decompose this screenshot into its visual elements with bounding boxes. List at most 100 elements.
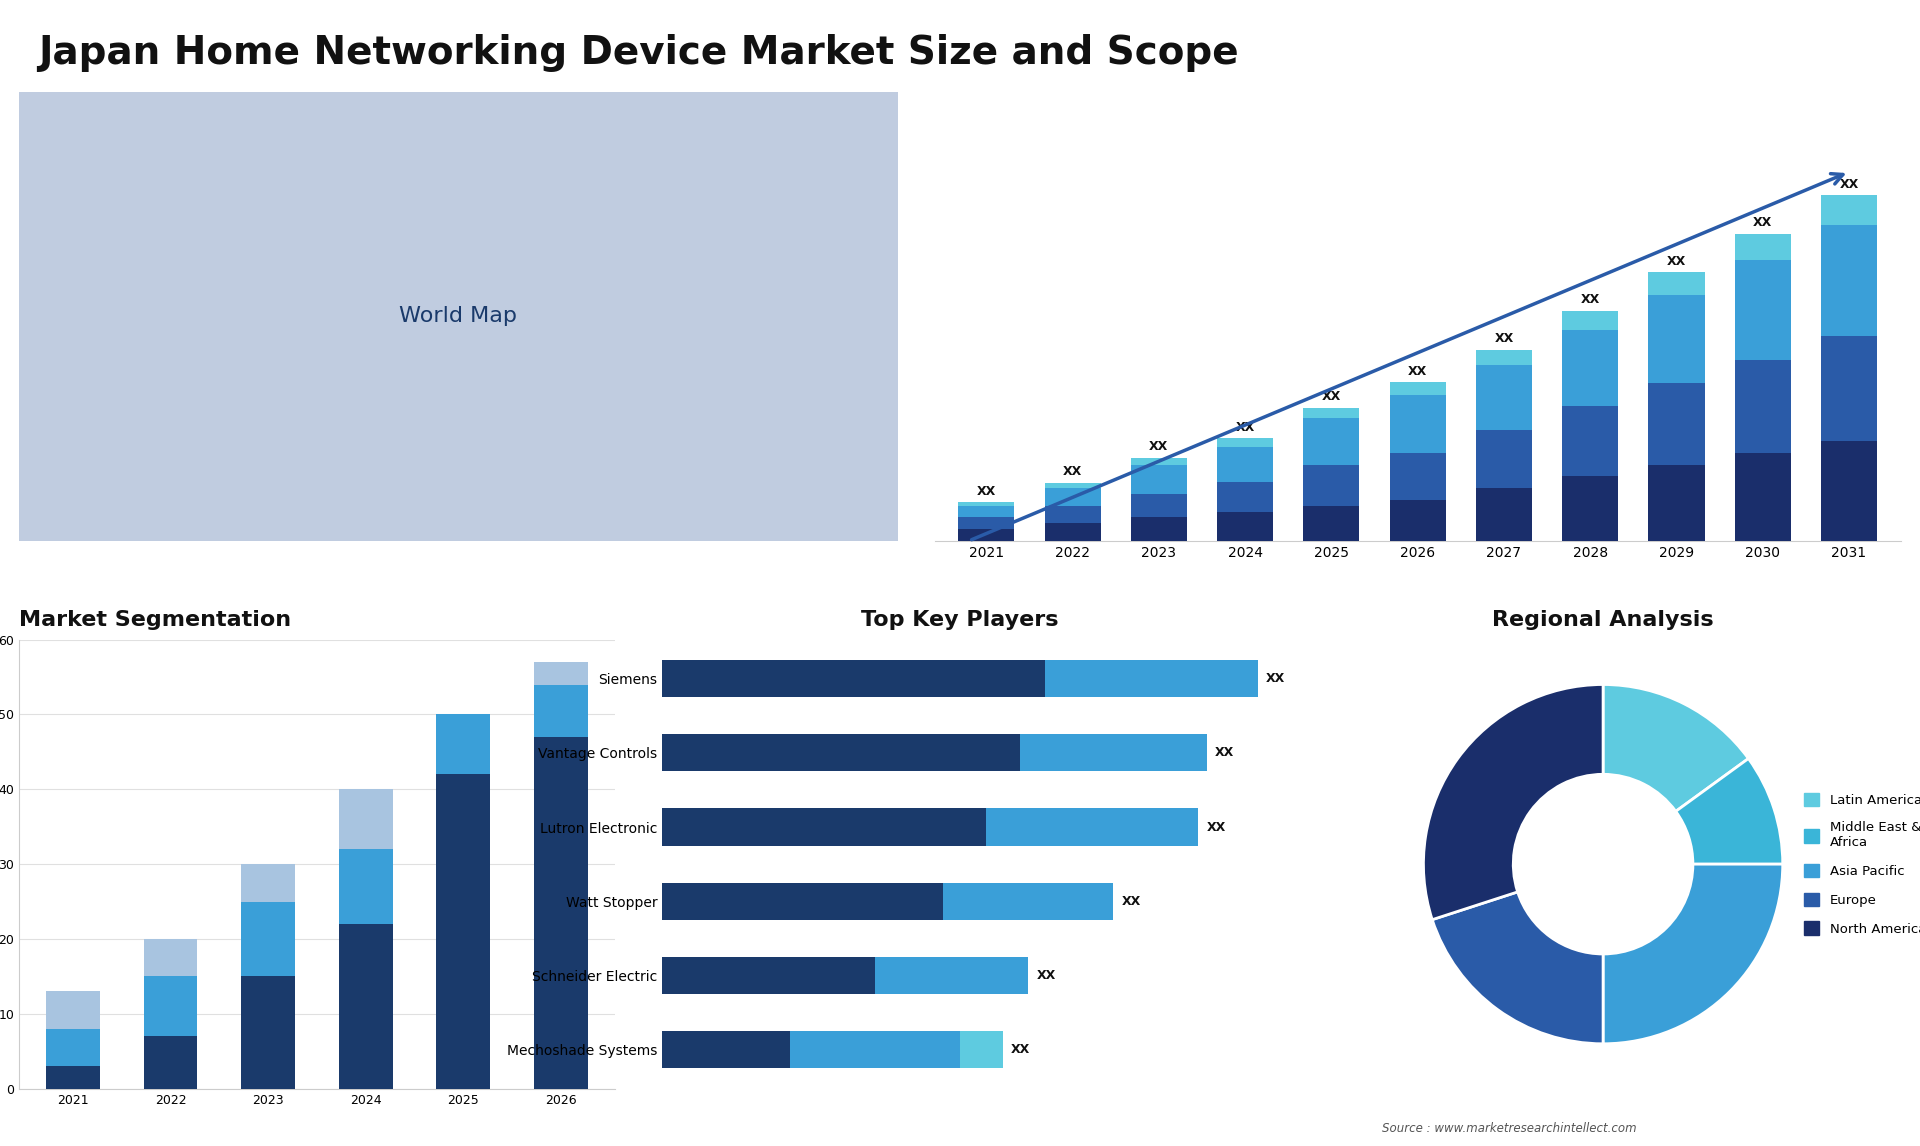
Bar	[662, 660, 1044, 697]
Bar	[1044, 488, 1100, 505]
Bar	[1476, 488, 1532, 541]
Bar	[789, 1031, 960, 1068]
Bar	[876, 957, 1027, 994]
Bar	[1476, 366, 1532, 430]
Text: XX: XX	[1265, 672, 1286, 685]
Text: XX: XX	[1753, 217, 1772, 229]
Bar	[985, 808, 1198, 846]
Bar	[1736, 453, 1791, 541]
Bar	[1476, 430, 1532, 488]
Bar	[958, 505, 1014, 517]
Wedge shape	[1603, 864, 1784, 1044]
Bar	[436, 714, 490, 775]
Text: XX: XX	[1580, 293, 1599, 306]
Legend: Latin America, Middle East &
Africa, Asia Pacific, Europe, North America: Latin America, Middle East & Africa, Asi…	[1799, 787, 1920, 941]
Text: World Map: World Map	[399, 306, 516, 327]
Bar	[1304, 418, 1359, 465]
Bar	[958, 529, 1014, 541]
Bar	[338, 790, 392, 849]
Text: XX: XX	[1235, 421, 1256, 434]
Text: XX: XX	[1407, 364, 1427, 378]
Bar	[1563, 407, 1619, 477]
Bar	[1820, 195, 1878, 225]
Bar	[144, 1036, 198, 1089]
Bar	[1044, 482, 1100, 488]
Bar	[662, 957, 876, 994]
Wedge shape	[1676, 759, 1784, 864]
Bar	[46, 991, 100, 1029]
Text: Market Segmentation: Market Segmentation	[19, 610, 292, 629]
Bar	[960, 1031, 1002, 1068]
Bar	[1304, 465, 1359, 505]
Text: XX: XX	[1012, 1043, 1031, 1057]
Bar	[534, 737, 588, 1089]
Bar	[1390, 394, 1446, 453]
Bar	[1649, 465, 1705, 541]
Bar	[1649, 296, 1705, 383]
Text: XX: XX	[1150, 440, 1169, 453]
Bar	[1649, 383, 1705, 465]
Bar	[242, 902, 296, 976]
Bar	[1217, 439, 1273, 447]
Bar	[1736, 360, 1791, 453]
Bar	[1649, 273, 1705, 296]
Bar	[1390, 383, 1446, 394]
Legend: Application, Product, Geography: Application, Product, Geography	[651, 638, 785, 732]
Text: Japan Home Networking Device Market Size and Scope: Japan Home Networking Device Market Size…	[38, 34, 1238, 72]
Bar	[338, 924, 392, 1089]
Bar	[1044, 505, 1100, 524]
Title: Top Key Players: Top Key Players	[862, 610, 1058, 629]
Bar	[242, 864, 296, 902]
Text: XX: XX	[1667, 254, 1686, 268]
Bar	[144, 939, 198, 976]
Bar	[1131, 517, 1187, 541]
Bar	[436, 775, 490, 1089]
Text: XX: XX	[1321, 390, 1340, 403]
Bar	[338, 849, 392, 924]
Bar	[1476, 350, 1532, 366]
Bar	[1044, 524, 1100, 541]
Bar	[534, 684, 588, 737]
Bar	[943, 882, 1114, 920]
Bar	[46, 1066, 100, 1089]
Bar	[534, 662, 588, 684]
Bar	[1217, 482, 1273, 511]
Bar	[662, 882, 943, 920]
Text: Source : www.marketresearchintellect.com: Source : www.marketresearchintellect.com	[1382, 1122, 1638, 1135]
Bar	[1020, 735, 1206, 771]
Wedge shape	[1603, 684, 1749, 811]
Text: XX: XX	[1064, 465, 1083, 478]
Wedge shape	[1423, 684, 1603, 919]
Bar	[1736, 260, 1791, 360]
Bar	[1390, 500, 1446, 541]
Bar	[1217, 511, 1273, 541]
Bar	[1820, 441, 1878, 541]
Text: XX: XX	[1215, 746, 1235, 760]
Bar	[958, 502, 1014, 505]
Wedge shape	[1432, 892, 1603, 1044]
Title: Regional Analysis: Regional Analysis	[1492, 610, 1715, 629]
Bar	[144, 976, 198, 1036]
Bar	[1304, 505, 1359, 541]
Bar	[1563, 311, 1619, 330]
Text: XX: XX	[1839, 178, 1859, 190]
Text: XX: XX	[1121, 895, 1140, 908]
Bar	[242, 976, 296, 1089]
Bar	[1820, 225, 1878, 336]
Bar	[1131, 465, 1187, 494]
Bar	[1563, 477, 1619, 541]
Bar	[1131, 494, 1187, 517]
Bar	[1736, 234, 1791, 260]
Bar	[1044, 660, 1258, 697]
Text: XX: XX	[1037, 970, 1056, 982]
Bar	[958, 517, 1014, 529]
Bar	[46, 1029, 100, 1066]
Bar	[1131, 457, 1187, 465]
Bar	[1217, 447, 1273, 482]
Bar	[662, 808, 985, 846]
Text: XX: XX	[1494, 332, 1513, 345]
Text: XX: XX	[1206, 821, 1227, 833]
Bar	[1820, 336, 1878, 441]
Bar	[662, 735, 1020, 771]
Bar	[662, 1031, 789, 1068]
